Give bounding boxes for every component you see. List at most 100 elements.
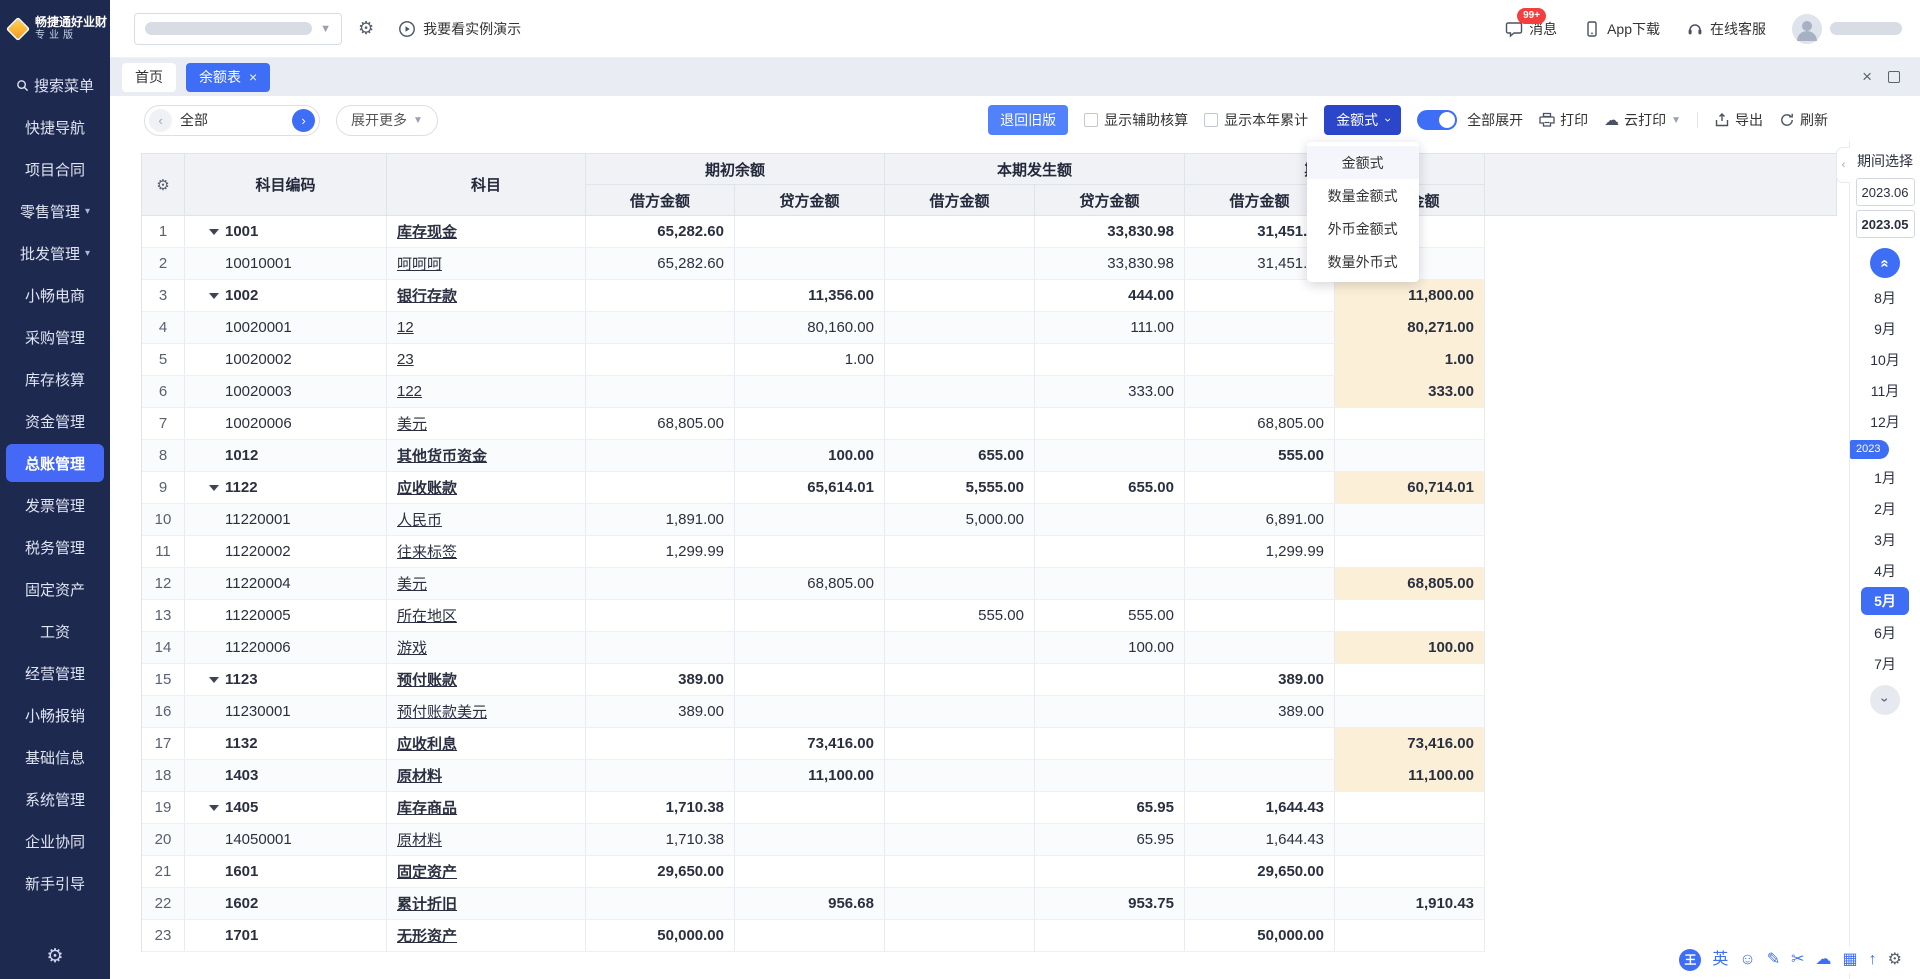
company-selector[interactable]: ▼ [134, 12, 342, 45]
table-row[interactable]: 21 1601 固定资产 29,650.00 29,650.00 [142, 856, 1485, 888]
subject-link[interactable]: 往来标签 [397, 544, 458, 561]
table-row[interactable]: 17 1132 应收利息 73,416.00 73,416.00 [142, 728, 1485, 760]
expand-all-toggle[interactable] [1417, 110, 1458, 130]
sidebar-settings-gear-icon[interactable]: ⚙ [46, 945, 64, 967]
subject-link[interactable]: 其他货币资金 [397, 448, 488, 465]
period-from-box[interactable]: 2023.06 [1855, 178, 1915, 206]
subject-link[interactable]: 原材料 [397, 768, 443, 785]
subject-link[interactable]: 12 [397, 319, 414, 336]
show-ytd-checkbox[interactable]: 显示本年累计 [1204, 110, 1308, 130]
table-row[interactable]: 6 10020003 122 333.00 333.00 [142, 376, 1485, 408]
ime-settings-icon[interactable]: ⚙ [1887, 951, 1902, 968]
ime-toolbox-icon[interactable]: ↑ [1868, 951, 1877, 968]
month-item[interactable]: 11月 [1870, 382, 1900, 399]
sidebar-item[interactable]: 企业协同 [0, 820, 110, 862]
online-support-button[interactable]: 在线客服 [1686, 19, 1766, 39]
subject-link[interactable]: 游戏 [397, 640, 428, 657]
expand-caret-icon[interactable] [209, 228, 219, 235]
sidebar-item[interactable]: 工资 [0, 610, 110, 652]
sidebar-item[interactable]: 快捷导航 [0, 106, 110, 148]
month-item[interactable]: 10月 [1870, 351, 1900, 368]
ime-keyboard-icon[interactable]: ▦ [1842, 951, 1858, 968]
sidebar-item[interactable]: 基础信息 [0, 736, 110, 778]
tab[interactable]: 首页 [122, 62, 176, 92]
subject-link[interactable]: 银行存款 [397, 288, 458, 305]
sidebar-item[interactable]: 固定资产 [0, 568, 110, 610]
prev-subject-icon[interactable]: ‹ [149, 108, 172, 132]
panel-collapse-icon[interactable]: ‹ [1836, 147, 1850, 183]
back-to-old-version-button[interactable]: 退回旧版 [988, 105, 1069, 135]
sidebar-item[interactable]: 系统管理 [0, 778, 110, 820]
app-download-button[interactable]: App下载 [1583, 19, 1660, 39]
sidebar-item[interactable]: 小畅报销 [0, 694, 110, 736]
export-button[interactable]: 导出 [1714, 110, 1763, 130]
sidebar-item[interactable]: 搜索菜单 [0, 64, 110, 106]
month-item[interactable]: 3月 [1874, 531, 1896, 548]
format-select-button[interactable]: 金额式 ‹ 金额式 数量金额式 外币金额式 数量外币式 [1306, 105, 1419, 282]
checkbox-icon[interactable] [1204, 113, 1219, 127]
close-all-icon[interactable]: × [1862, 67, 1872, 86]
sidebar-item[interactable]: 项目合同 [0, 148, 110, 190]
subject-link[interactable]: 无形资产 [397, 928, 458, 945]
expand-caret-icon[interactable] [209, 292, 219, 299]
subject-link[interactable]: 库存商品 [397, 800, 458, 817]
subject-link[interactable]: 应收利息 [397, 736, 458, 753]
cloud-print-button[interactable]: ☁ 云打印 ▼ [1604, 110, 1681, 130]
ime-cloud-icon[interactable]: ☁ [1815, 951, 1832, 968]
expand-caret-icon[interactable] [209, 484, 219, 491]
month-item[interactable]: 12月 [1870, 413, 1900, 430]
subject-filter-select[interactable]: ‹ 全部 › [144, 104, 320, 136]
table-row[interactable]: 5 10020002 23 1.00 1.00 [142, 344, 1485, 376]
sidebar-item[interactable]: 库存核算 [0, 358, 110, 400]
user-menu[interactable] [1792, 13, 1902, 44]
format-menu-item[interactable]: 金额式 [1306, 146, 1419, 179]
print-button[interactable]: 打印 [1539, 110, 1588, 130]
sidebar-item[interactable]: 小畅电商 [0, 274, 110, 316]
period-to-box[interactable]: 2023.05 [1855, 210, 1915, 238]
month-item[interactable]: 5月 [1861, 587, 1909, 615]
subject-link[interactable]: 预付账款 [397, 672, 458, 689]
sidebar-item[interactable]: 总账管理 [6, 444, 104, 482]
table-row[interactable]: 11 11220002 往来标签 1,299.99 1,299.99 [142, 536, 1485, 568]
ime-logo-icon[interactable]: 王 [1679, 949, 1702, 971]
table-row[interactable]: 2 10010001 呵呵呵 65,282.60 33,830.98 31,45… [142, 248, 1485, 280]
subject-link[interactable]: 应收账款 [397, 480, 458, 497]
table-row[interactable]: 8 1012 其他货币资金 100.00 655.00 555.00 [142, 440, 1485, 472]
table-row[interactable]: 13 11220005 所在地区 555.00 555.00 [142, 600, 1485, 632]
month-item[interactable]: 4月 [1874, 562, 1896, 579]
table-row[interactable]: 20 14050001 原材料 1,710.38 65.95 1,644.43 [142, 824, 1485, 856]
sidebar-item[interactable]: 采购管理 [0, 316, 110, 358]
month-item[interactable]: 9月 [1874, 320, 1896, 337]
table-row[interactable]: 7 10020006 美元 68,805.00 68,805.00 [142, 408, 1485, 440]
subject-link[interactable]: 人民币 [397, 512, 443, 529]
subject-link[interactable]: 固定资产 [397, 864, 458, 881]
table-row[interactable]: 1 1001 库存现金 65,282.60 33,830.98 31,451.6… [142, 216, 1485, 248]
table-row[interactable]: 16 11230001 预付账款美元 389.00 389.00 [142, 696, 1485, 728]
column-settings-gear-icon[interactable]: ⚙ [142, 154, 185, 216]
topbar-gear-icon[interactable]: ⚙ [358, 18, 375, 38]
expand-caret-icon[interactable] [209, 676, 219, 683]
show-auxiliary-checkbox[interactable]: 显示辅助核算 [1084, 110, 1188, 130]
month-item[interactable]: 7月 [1874, 655, 1896, 672]
checkbox-icon[interactable] [1084, 113, 1099, 127]
messages-button[interactable]: 消息 99+ [1505, 7, 1557, 39]
ime-clip-icon[interactable]: ✂ [1791, 951, 1805, 968]
tab[interactable]: 余额表 × [186, 62, 271, 92]
tab-close-icon[interactable]: × [249, 69, 258, 85]
table-row[interactable]: 14 11220006 游戏 100.00 100.00 [142, 632, 1485, 664]
fullscreen-icon[interactable] [1888, 71, 1900, 83]
sidebar-item[interactable]: 发票管理 [0, 484, 110, 526]
table-row[interactable]: 22 1602 累计折旧 956.68 953.75 1,910.43 [142, 888, 1485, 920]
month-item[interactable]: 2月 [1874, 500, 1896, 517]
month-item[interactable]: 6月 [1874, 624, 1896, 641]
subject-link[interactable]: 原材料 [397, 832, 443, 849]
month-item[interactable]: 8月 [1874, 289, 1896, 306]
table-row[interactable]: 9 1122 应收账款 65,614.01 5,555.00 655.00 60… [142, 472, 1485, 504]
expand-more-button[interactable]: 展开更多 ▼ [336, 104, 438, 136]
table-row[interactable]: 15 1123 预付账款 389.00 389.00 [142, 664, 1485, 696]
scroll-months-up-icon[interactable]: « [1870, 248, 1900, 278]
sidebar-item[interactable]: 税务管理 [0, 526, 110, 568]
table-row[interactable]: 12 11220004 美元 68,805.00 68,805.00 [142, 568, 1485, 600]
month-item[interactable]: 1月 [1874, 469, 1896, 486]
subject-link[interactable]: 美元 [397, 576, 428, 593]
